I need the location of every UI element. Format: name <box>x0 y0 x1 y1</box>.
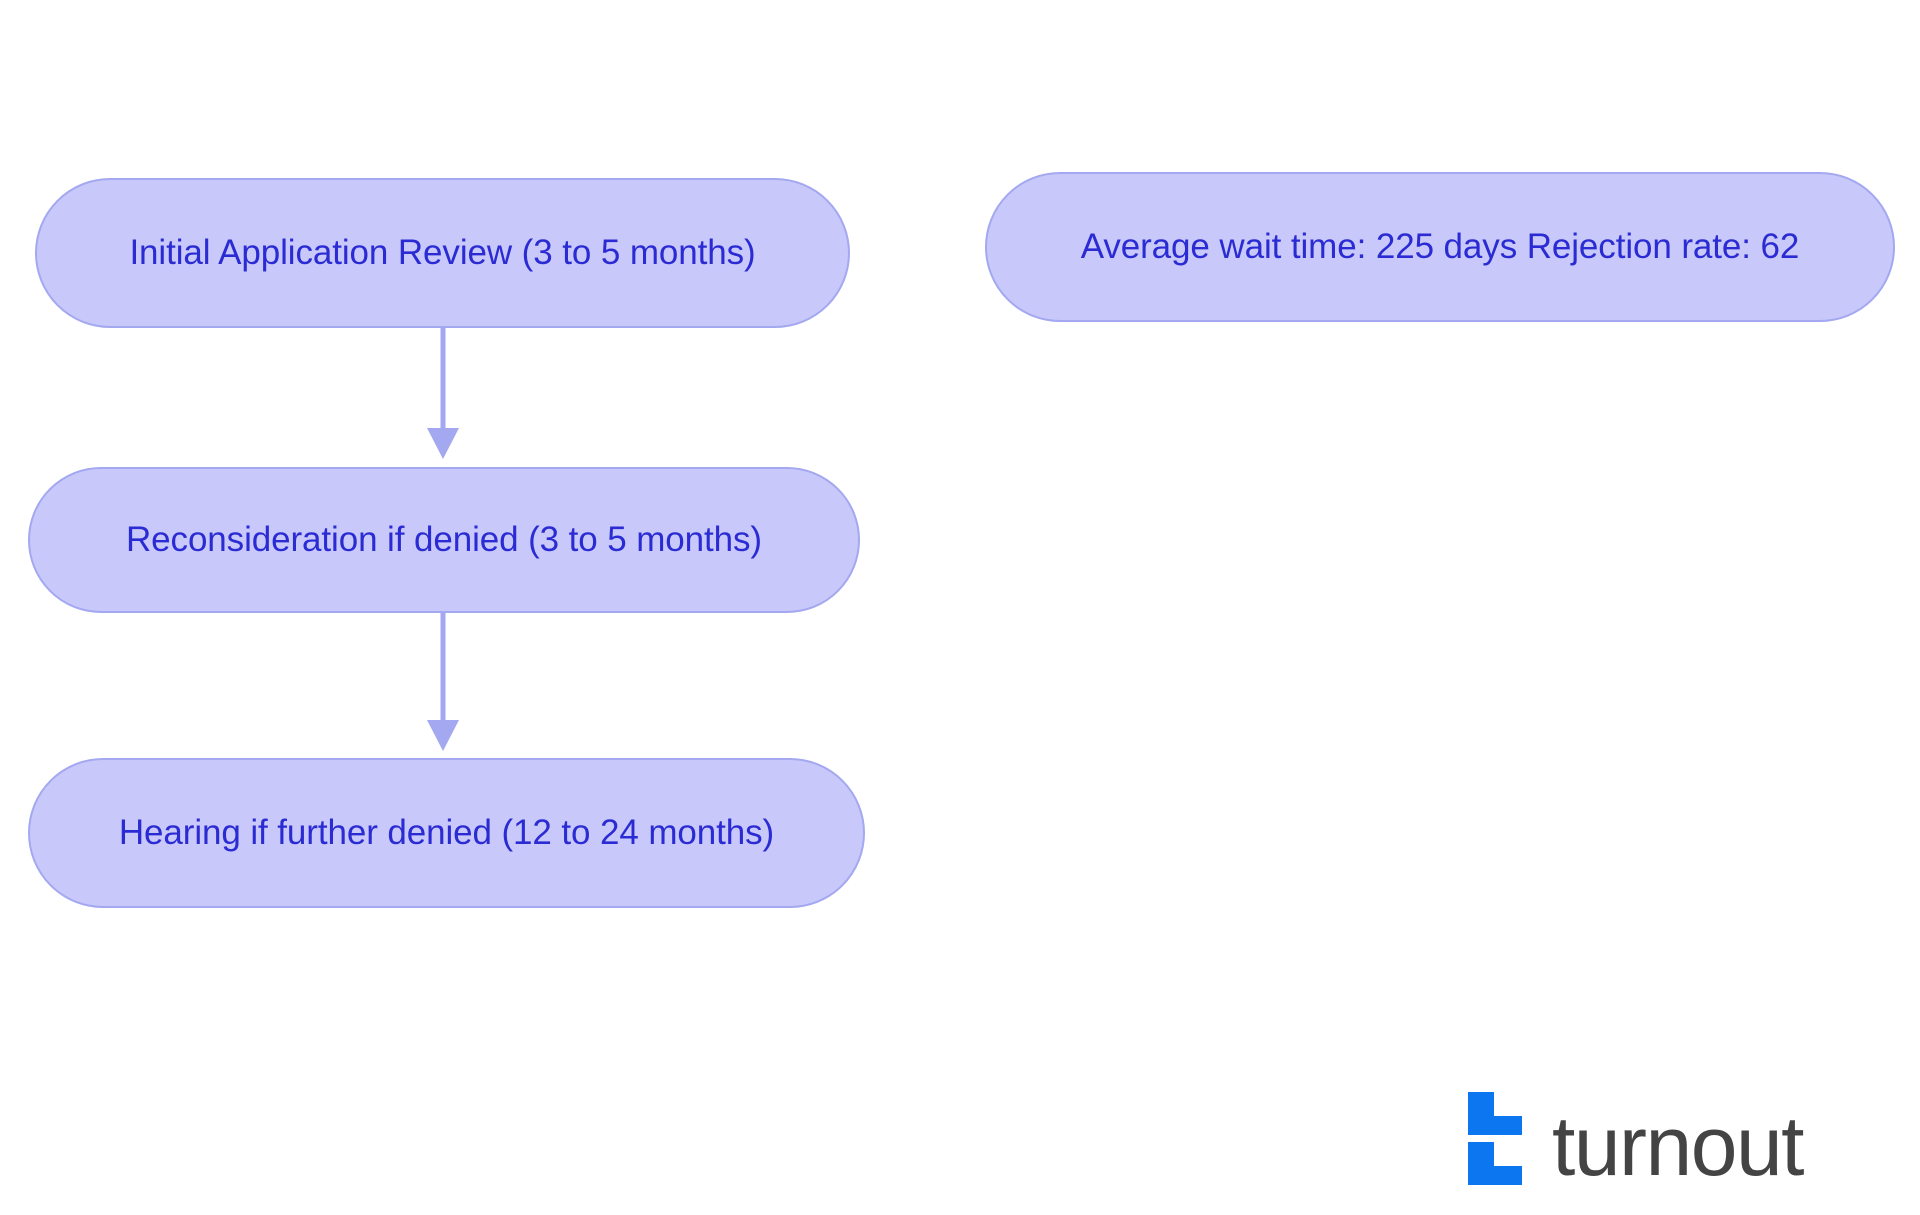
flow-node-label: Reconsideration if denied (3 to 5 months… <box>126 519 762 559</box>
flow-node-stats-summary[interactable]: Average wait time: 225 days Rejection ra… <box>985 172 1895 322</box>
flow-node-label: Average wait time: 225 days Rejection ra… <box>1080 226 1800 266</box>
turnout-t-mark-icon <box>1468 1092 1522 1185</box>
flow-node-label: Initial Application Review (3 to 5 month… <box>129 232 756 272</box>
flow-node-label: Hearing if further denied (12 to 24 mont… <box>118 812 775 852</box>
edge-initial-to-reconsideration <box>427 328 459 459</box>
flow-node-hearing-if-further-denied[interactable]: Hearing if further denied (12 to 24 mont… <box>28 758 865 908</box>
flow-node-initial-application-review[interactable]: Initial Application Review (3 to 5 month… <box>35 178 850 328</box>
flow-node-reconsideration-if-denied[interactable]: Reconsideration if denied (3 to 5 months… <box>28 467 860 613</box>
edge-reconsideration-to-hearing <box>427 613 459 751</box>
brand-wordmark: turnout <box>1552 1099 1805 1193</box>
arrowhead-icon <box>427 720 459 751</box>
arrowhead-icon <box>427 428 459 459</box>
brand-logo: turnout <box>1468 1090 1805 1193</box>
